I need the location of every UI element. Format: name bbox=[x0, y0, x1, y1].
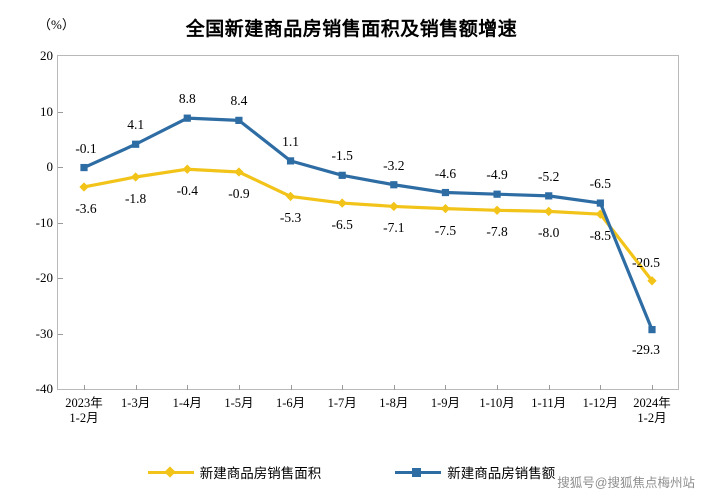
x-axis-labels: 2023年 1-2月 1-3月 1-4月 1-5月 1-6月 1-7月 1-8月 1-9月 1-1… bbox=[0, 396, 703, 446]
data-point-marker bbox=[183, 114, 191, 122]
x-tick-label: 1-3月 bbox=[102, 396, 170, 411]
x-tick-mark bbox=[600, 385, 602, 390]
chart-legend: 新建商品房销售面积 新建商品房销售额 bbox=[0, 462, 703, 482]
data-point-marker bbox=[79, 182, 89, 192]
data-point-marker bbox=[493, 190, 501, 198]
x-tick-label-line: 1-2月 bbox=[637, 411, 667, 425]
y-tick-label: -30 bbox=[35, 325, 53, 341]
x-tick-label: 1-4月 bbox=[153, 396, 221, 411]
x-tick-label-line: 1-9月 bbox=[430, 396, 461, 410]
x-tick-label-line: 1-10月 bbox=[479, 396, 515, 410]
y-tick-mark bbox=[58, 167, 63, 168]
y-tick-label: 20 bbox=[40, 48, 53, 63]
data-point-marker bbox=[132, 140, 140, 148]
y-tick-label: 10 bbox=[40, 103, 53, 119]
x-tick-label: 1-11月 bbox=[515, 396, 583, 411]
data-point-marker bbox=[544, 206, 554, 217]
legend-square-icon bbox=[395, 465, 442, 479]
y-axis-unit-label: （%） bbox=[38, 17, 75, 32]
legend-diamond-icon bbox=[147, 465, 194, 479]
data-point-marker bbox=[337, 198, 347, 208]
y-tick-label: -20 bbox=[35, 270, 53, 285]
x-tick-mark bbox=[652, 385, 653, 390]
data-point-marker bbox=[596, 199, 604, 207]
x-tick-label-line: 1-8月 bbox=[379, 396, 409, 410]
x-tick-mark bbox=[238, 385, 240, 390]
x-tick-label: 1-6月 bbox=[257, 396, 325, 411]
data-point-marker bbox=[182, 164, 192, 174]
x-tick-label: 1-12月 bbox=[566, 396, 634, 411]
y-tick-mark bbox=[58, 222, 63, 224]
data-point-marker bbox=[130, 172, 141, 182]
data-point-marker bbox=[441, 188, 450, 197]
y-tick-label: -10 bbox=[35, 214, 53, 230]
x-tick-label-line: 1-2月 bbox=[69, 411, 99, 425]
data-point-marker bbox=[285, 191, 296, 202]
y-tick-mark bbox=[58, 333, 63, 335]
series-line bbox=[82, 167, 654, 283]
x-tick-label: 1-10月 bbox=[463, 396, 531, 411]
data-point-marker bbox=[235, 116, 243, 124]
x-tick-label-line: 1-7月 bbox=[327, 396, 357, 410]
x-tick-mark bbox=[135, 385, 137, 390]
series-lines bbox=[79, 114, 657, 334]
chart-title: 全国新建商品房销售面积及销售额增速 bbox=[185, 19, 518, 40]
data-point-marker bbox=[80, 163, 88, 172]
plot-area bbox=[57, 55, 679, 390]
x-tick-mark bbox=[290, 385, 292, 390]
data-point-marker bbox=[286, 157, 295, 165]
x-tick-label-line: 1-6月 bbox=[275, 396, 306, 410]
x-tick-label-line: 2024年 bbox=[633, 396, 671, 410]
data-point-marker bbox=[648, 326, 656, 334]
legend-label: 新建商品房销售额 bbox=[447, 466, 556, 481]
x-tick-mark bbox=[393, 385, 395, 390]
legend-entry[interactable]: 新建商品房销售面积 bbox=[147, 462, 322, 482]
x-tick-label-line: 2023年 bbox=[65, 396, 103, 410]
watermark: 搜狐号@搜狐焦点梅州站 bbox=[557, 476, 695, 490]
data-point-marker bbox=[440, 203, 451, 214]
series-line bbox=[82, 116, 654, 332]
x-tick-label: 2024年 1-2月 bbox=[618, 396, 686, 426]
x-tick-label-line: 1-4月 bbox=[172, 396, 202, 410]
data-point-marker bbox=[545, 192, 553, 200]
y-tick-mark bbox=[58, 278, 63, 279]
legend-label: 新建商品房销售面积 bbox=[199, 466, 322, 481]
x-tick-label-line: 1-3月 bbox=[121, 396, 151, 410]
y-tick-label: 0 bbox=[46, 159, 54, 174]
y-tick-label: -40 bbox=[35, 381, 53, 396]
x-tick-mark bbox=[84, 385, 85, 390]
data-point-marker bbox=[647, 276, 657, 286]
x-tick-mark bbox=[497, 385, 499, 390]
x-tick-mark bbox=[187, 385, 189, 390]
x-tick-label-line: 1-12月 bbox=[582, 396, 619, 410]
x-tick-label: 1-7月 bbox=[308, 396, 376, 411]
y-axis-labels: 20 10 0 -10 -20 -30 -40 bbox=[8, 0, 53, 500]
x-tick-label: 1-5月 bbox=[205, 396, 273, 411]
x-tick-mark bbox=[342, 385, 344, 390]
data-point-marker bbox=[390, 181, 398, 189]
data-point-marker bbox=[492, 205, 502, 215]
y-tick-mark bbox=[58, 111, 63, 113]
data-point-marker bbox=[389, 201, 399, 212]
x-tick-label-line: 1-5月 bbox=[224, 396, 254, 410]
x-tick-mark bbox=[445, 385, 447, 390]
data-point-marker bbox=[338, 171, 346, 179]
x-tick-label: 1-9月 bbox=[411, 396, 479, 411]
x-tick-mark bbox=[548, 385, 550, 390]
data-point-marker bbox=[234, 167, 244, 177]
legend-entry[interactable]: 新建商品房销售额 bbox=[395, 462, 555, 482]
x-tick-label: 2023年 1-2月 bbox=[50, 396, 118, 426]
x-tick-label-line: 1-11月 bbox=[531, 396, 567, 410]
x-tick-label: 1-8月 bbox=[360, 396, 428, 411]
